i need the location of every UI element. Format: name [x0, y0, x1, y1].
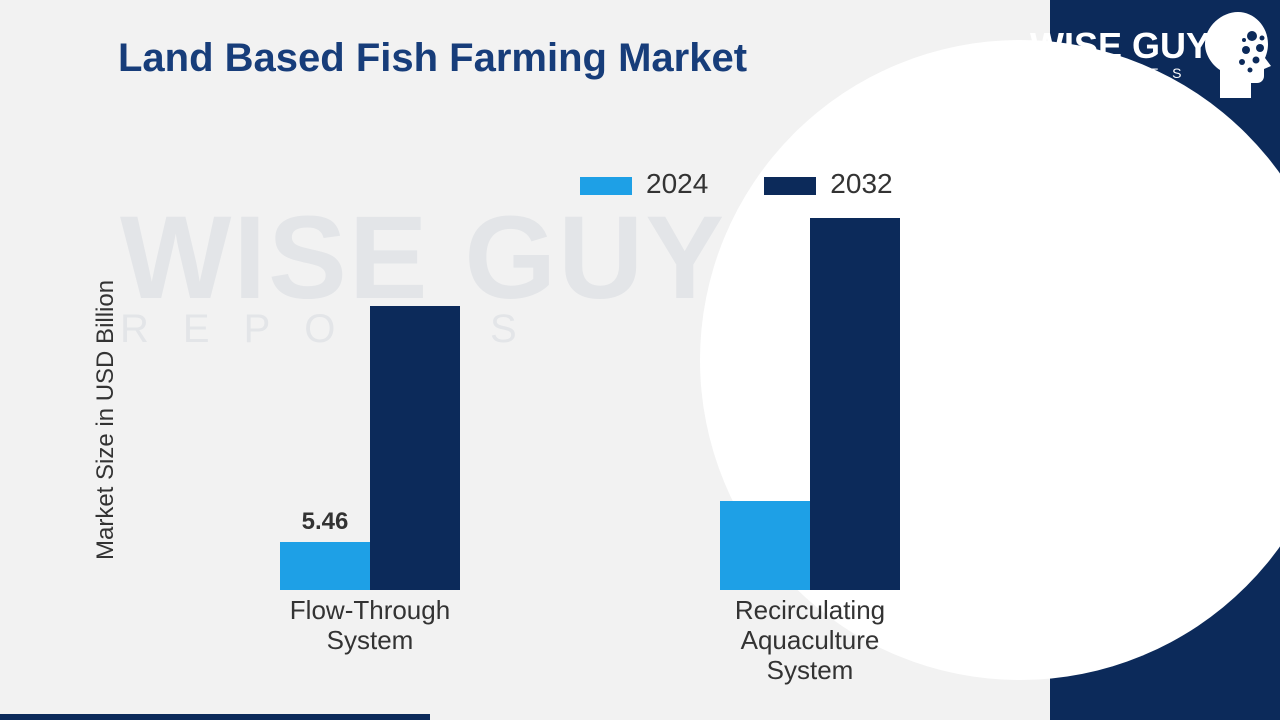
brand-top: WISE GUY: [1030, 25, 1210, 66]
chart-title: Land Based Fish Farming Market: [118, 36, 747, 81]
category-label: RecirculatingAquacultureSystem: [680, 596, 940, 686]
brand-logo: WISE GUY REPORTS: [1030, 28, 1210, 80]
bar-2024-0: [280, 542, 370, 590]
chart-plot-area: 5.46: [150, 200, 920, 590]
legend-label-2032: 2032: [830, 168, 892, 199]
head-logo-icon: [1198, 10, 1278, 100]
bar-2032-0: [370, 306, 460, 590]
bar-value-label: 5.46: [270, 508, 380, 536]
category-label: Flow-ThroughSystem: [240, 596, 500, 656]
bar-2024-1: [720, 501, 810, 590]
bar-2032-1: [810, 218, 900, 590]
legend-swatch-2024: [580, 177, 632, 195]
legend-entry-2024: 2024: [580, 168, 708, 200]
legend-label-2024: 2024: [646, 168, 708, 199]
legend-swatch-2032: [764, 177, 816, 195]
legend-entry-2032: 2032: [764, 168, 892, 200]
page: WISE GUY REPORTS Land Based Fish Farming…: [0, 0, 1280, 720]
y-axis-label: Market Size in USD Billion: [92, 280, 120, 560]
legend: 2024 2032: [580, 168, 893, 200]
brand-bottom: REPORTS: [1030, 66, 1210, 80]
bottom-accent-bar: [0, 714, 430, 720]
